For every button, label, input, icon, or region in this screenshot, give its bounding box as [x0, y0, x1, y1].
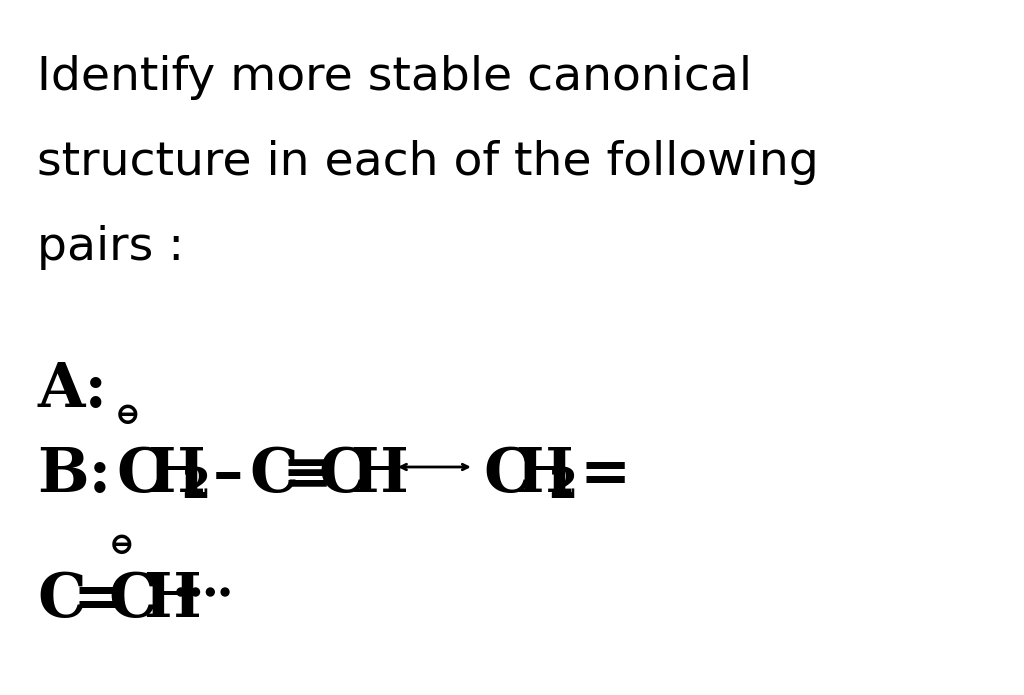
Text: H: H: [515, 445, 572, 505]
Circle shape: [221, 588, 229, 596]
Circle shape: [207, 588, 214, 596]
Text: C: C: [318, 445, 368, 505]
Text: C: C: [250, 445, 298, 505]
Text: C: C: [109, 570, 157, 630]
Text: A:: A:: [37, 360, 108, 420]
Text: ⊖: ⊖: [110, 530, 134, 561]
Circle shape: [177, 588, 184, 596]
Text: =: =: [73, 570, 124, 630]
Text: H: H: [143, 570, 202, 630]
Text: structure in each of the following: structure in each of the following: [37, 140, 819, 185]
Text: C: C: [483, 445, 532, 505]
Text: =: =: [580, 445, 631, 505]
Text: 2: 2: [549, 465, 578, 507]
Text: pairs :: pairs :: [37, 225, 184, 270]
Text: ≡: ≡: [281, 445, 333, 505]
Text: H: H: [147, 445, 205, 505]
Circle shape: [191, 588, 200, 596]
Text: C: C: [116, 445, 165, 505]
Text: 2: 2: [181, 465, 210, 507]
Text: –: –: [212, 445, 243, 505]
Text: ⊖: ⊖: [115, 400, 140, 431]
Text: C: C: [37, 570, 86, 630]
Text: H: H: [350, 445, 408, 505]
Text: Identify more stable canonical: Identify more stable canonical: [37, 55, 753, 100]
Text: B:: B:: [37, 445, 112, 505]
